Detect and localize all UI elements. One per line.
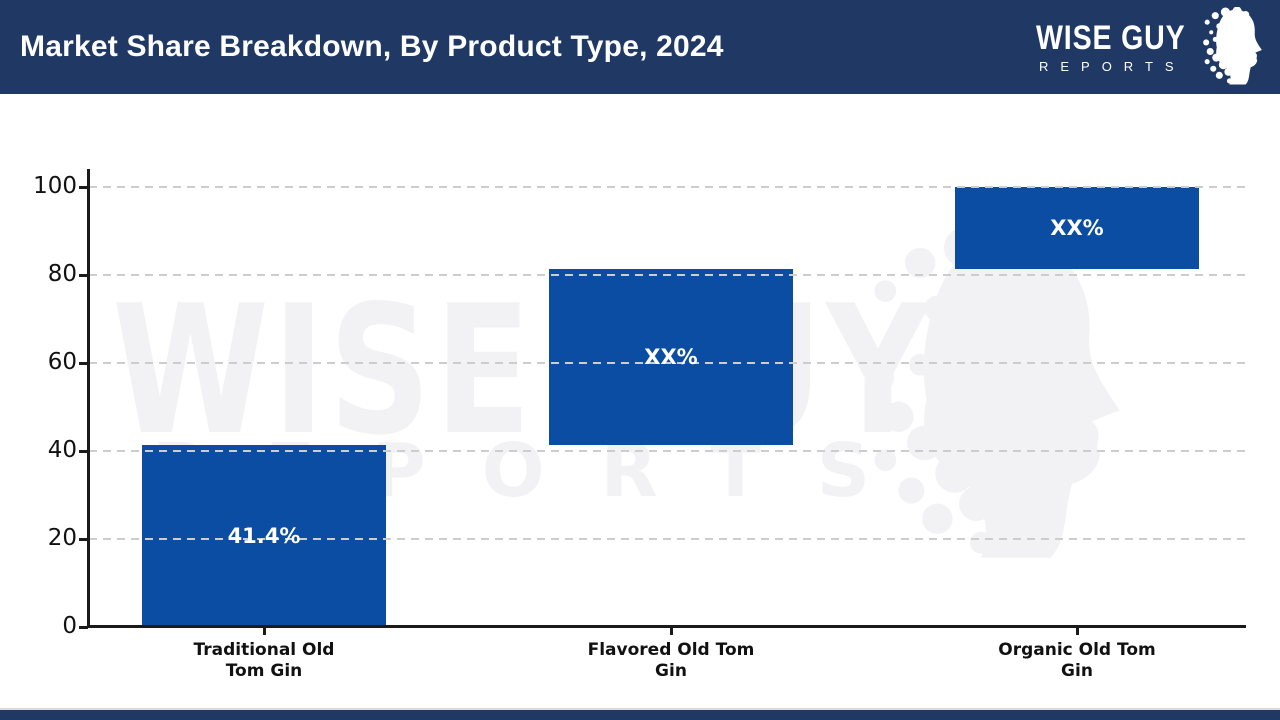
logo-subtext: REPORTS xyxy=(1038,59,1186,74)
y-axis-tick xyxy=(79,274,88,277)
gridline-40 xyxy=(89,450,1245,452)
watermark-dotted-head-icon xyxy=(868,226,1120,558)
gridline-80 xyxy=(89,274,1245,276)
gridline-100 xyxy=(89,186,1245,188)
x-axis-category-label-line: Flavored Old Tom xyxy=(587,640,755,660)
gridline-20 xyxy=(89,538,1245,540)
y-axis-tick-label: 0 xyxy=(62,613,77,639)
gridline-60 xyxy=(89,362,1245,364)
x-axis-category-label-traditional-old-tom-gin: Traditional Old Tom Gin xyxy=(124,640,404,682)
chart-title: Market Share Breakdown, By Product Type,… xyxy=(20,30,724,63)
x-axis-category-label-organic-old-tom-gin: Organic Old Tom Gin xyxy=(937,640,1217,682)
y-axis-tick-label: 20 xyxy=(47,525,77,551)
watermark-wordmark: WISE GUY xyxy=(112,267,933,474)
x-axis-category-label-line: Gin xyxy=(655,661,687,681)
bar-value-label-traditional-old-tom-gin: 41.4% xyxy=(227,523,301,548)
x-axis-category-label-line: Gin xyxy=(1061,661,1093,681)
y-axis-tick xyxy=(79,186,88,189)
bar-value-label-organic-old-tom-gin: XX% xyxy=(1050,215,1104,240)
bar-organic-old-tom-gin xyxy=(955,187,1199,269)
y-axis-tick-label: 60 xyxy=(47,349,77,375)
x-axis-category-label-line: Traditional Old xyxy=(193,640,335,660)
bar-value-label-flavored-old-tom-gin: XX% xyxy=(644,344,698,369)
x-axis-tick xyxy=(1075,628,1079,635)
footer-bar xyxy=(0,708,1280,720)
logo-wordmark: WISE GUY xyxy=(1035,19,1186,57)
y-axis-tick xyxy=(79,538,88,541)
y-axis-tick-label: 80 xyxy=(47,261,77,287)
x-axis-tick xyxy=(262,628,266,635)
y-axis-tick-label: 100 xyxy=(33,173,77,199)
y-axis-tick xyxy=(79,626,88,629)
x-axis-line xyxy=(87,625,1246,628)
x-axis-tick xyxy=(669,628,673,635)
x-axis-category-label-line: Tom Gin xyxy=(225,661,303,681)
logo-dotted-head-icon xyxy=(1203,6,1262,84)
y-axis-tick xyxy=(79,450,88,453)
x-axis-category-label-flavored-old-tom-gin: Flavored Old Tom Gin xyxy=(531,640,811,682)
bar-flavored-old-tom-gin xyxy=(549,268,793,445)
x-axis-category-label-line: Organic Old Tom xyxy=(998,640,1156,660)
header-bar: Market Share Breakdown, By Product Type,… xyxy=(0,0,1280,94)
y-axis-tick xyxy=(79,362,88,365)
bar-traditional-old-tom-gin xyxy=(142,444,386,627)
y-axis-line xyxy=(87,169,90,628)
y-axis-tick-label: 40 xyxy=(47,437,77,463)
wise-guy-reports-logo: WISE GUY REPORTS xyxy=(1035,6,1280,88)
